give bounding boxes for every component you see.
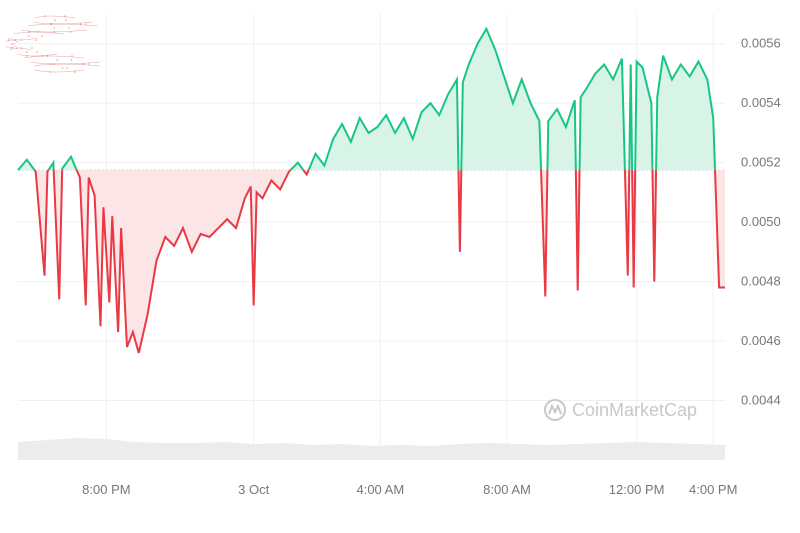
x-axis-label: 8:00 AM xyxy=(483,482,531,497)
y-axis-label: 0.0054 xyxy=(741,95,781,110)
x-axis-label: 3 Oct xyxy=(238,482,269,497)
watermark: CoinMarketCap xyxy=(545,400,697,420)
y-axis-label: 0.0048 xyxy=(741,274,781,289)
price-chart: 0.0044 0.0046 0.0048 0.0050 0.0052 0.0054 0.00… xyxy=(0,0,800,533)
y-axis-label: 0.0052 xyxy=(741,155,781,170)
x-axis-label: 4:00 PM xyxy=(689,482,737,497)
x-axis-label: 8:00 PM xyxy=(82,482,130,497)
y-axis-label: 0.0056 xyxy=(741,36,781,51)
y-axis-label: 0.0050 xyxy=(741,214,781,229)
y-axis-label: 0.0046 xyxy=(741,333,781,348)
watermark-label: CoinMarketCap xyxy=(572,400,697,420)
y-axis-label: 0.0044 xyxy=(741,393,781,408)
x-axis-label: 12:00 PM xyxy=(609,482,665,497)
chart-svg: 0.0044 0.0046 0.0048 0.0050 0.0052 0.0054 0.00… xyxy=(0,0,800,533)
x-axis-label: 4:00 AM xyxy=(356,482,404,497)
